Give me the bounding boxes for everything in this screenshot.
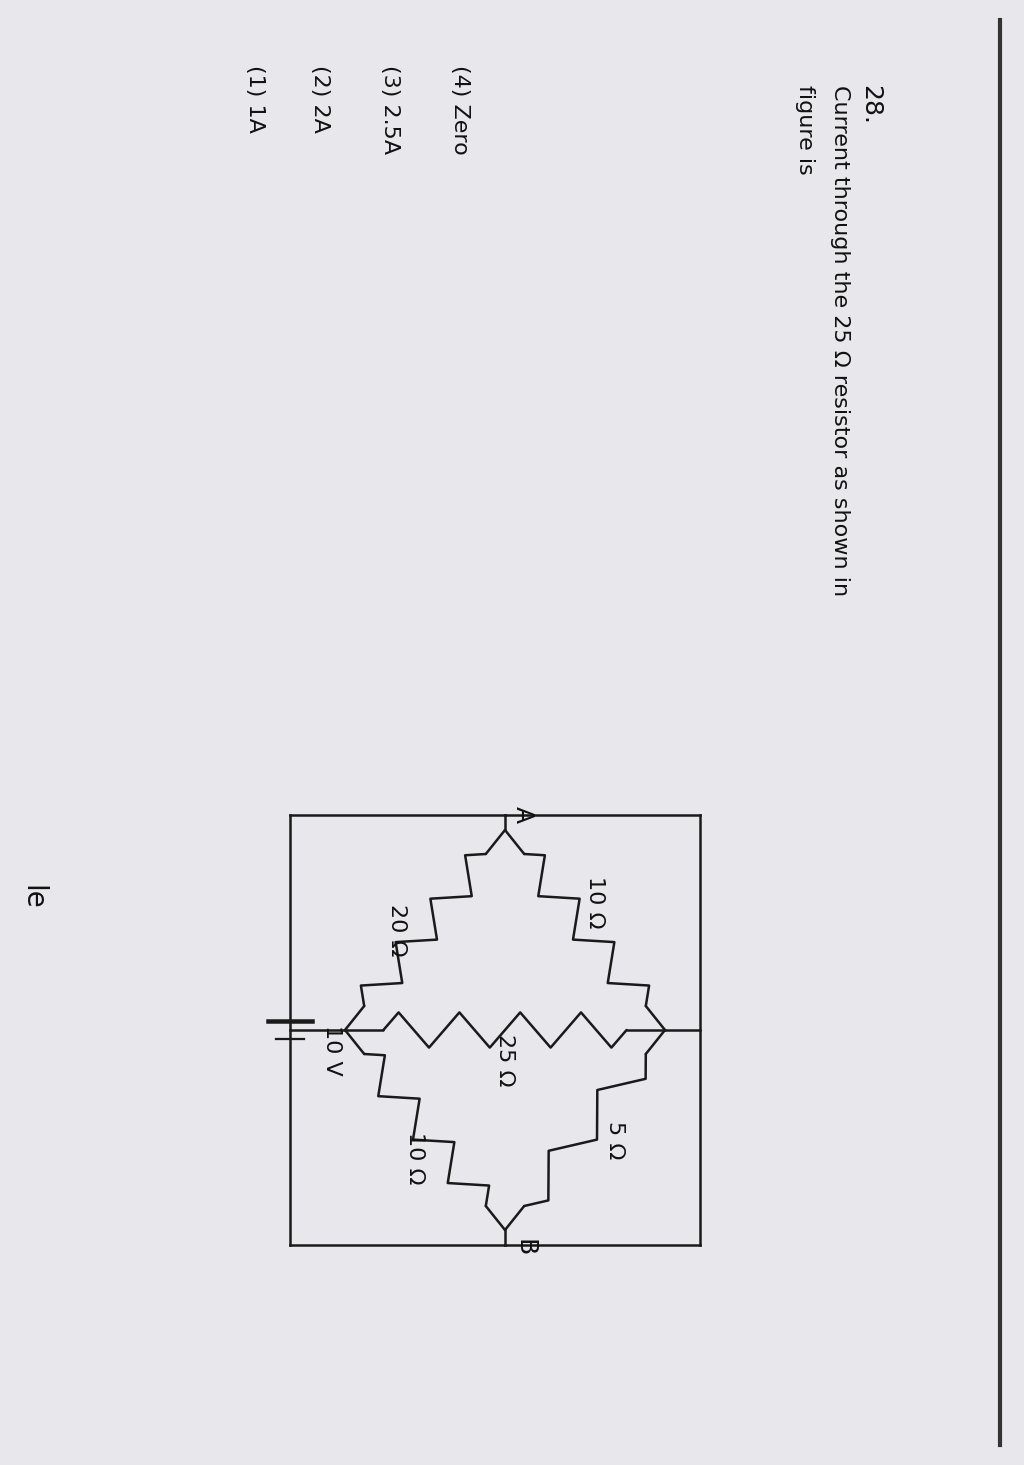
Text: (3) 2.5A: (3) 2.5A — [380, 64, 400, 154]
Text: 10 V: 10 V — [322, 1024, 342, 1075]
Text: A: A — [511, 806, 535, 823]
Text: (2) 2A: (2) 2A — [310, 64, 330, 133]
Text: 28.: 28. — [858, 85, 882, 125]
Text: 25 Ω: 25 Ω — [495, 1034, 515, 1086]
Text: B: B — [513, 1239, 537, 1257]
Text: 5 Ω: 5 Ω — [605, 1121, 625, 1159]
Text: 10 Ω: 10 Ω — [585, 876, 605, 929]
Text: le: le — [18, 885, 46, 910]
Text: 10 Ω: 10 Ω — [406, 1132, 425, 1184]
Text: Current through the 25 Ω resistor as shown in: Current through the 25 Ω resistor as sho… — [830, 85, 850, 596]
Text: 20 Ω: 20 Ω — [387, 904, 407, 957]
Text: figure is: figure is — [795, 85, 815, 174]
Text: (4) Zero: (4) Zero — [450, 64, 470, 155]
Text: (1) 1A: (1) 1A — [245, 64, 265, 133]
